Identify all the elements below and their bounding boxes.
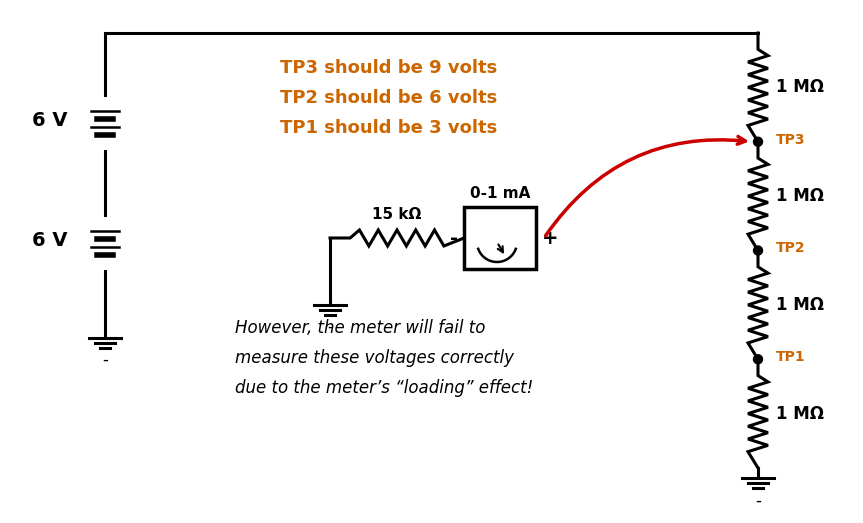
Text: TP3: TP3 bbox=[776, 133, 805, 147]
Text: +: + bbox=[542, 229, 558, 247]
Text: 0-1 mA: 0-1 mA bbox=[469, 186, 530, 201]
Circle shape bbox=[753, 137, 763, 146]
Text: -: - bbox=[102, 351, 108, 369]
Circle shape bbox=[753, 246, 763, 255]
Text: TP2: TP2 bbox=[776, 242, 806, 256]
Text: 15 kΩ: 15 kΩ bbox=[372, 207, 422, 222]
Text: 1 MΩ: 1 MΩ bbox=[776, 187, 824, 205]
Text: -: - bbox=[450, 229, 458, 247]
Text: -: - bbox=[327, 318, 333, 336]
Text: TP2 should be 6 volts: TP2 should be 6 volts bbox=[280, 89, 497, 107]
Text: TP3 should be 9 volts: TP3 should be 9 volts bbox=[280, 59, 497, 77]
Text: 1 MΩ: 1 MΩ bbox=[776, 78, 824, 96]
Text: 1 MΩ: 1 MΩ bbox=[776, 405, 824, 423]
Text: However, the meter will fail to: However, the meter will fail to bbox=[235, 319, 485, 337]
Text: due to the meter’s “loading” effect!: due to the meter’s “loading” effect! bbox=[235, 379, 533, 397]
Text: TP1: TP1 bbox=[776, 350, 806, 364]
Text: -: - bbox=[755, 492, 761, 510]
Text: 1 MΩ: 1 MΩ bbox=[776, 296, 824, 314]
Text: 6 V: 6 V bbox=[32, 110, 68, 130]
Text: 6 V: 6 V bbox=[32, 231, 68, 249]
Circle shape bbox=[753, 355, 763, 364]
Bar bbox=[464, 207, 536, 269]
Text: measure these voltages correctly: measure these voltages correctly bbox=[235, 349, 514, 367]
Text: TP1 should be 3 volts: TP1 should be 3 volts bbox=[280, 119, 497, 137]
